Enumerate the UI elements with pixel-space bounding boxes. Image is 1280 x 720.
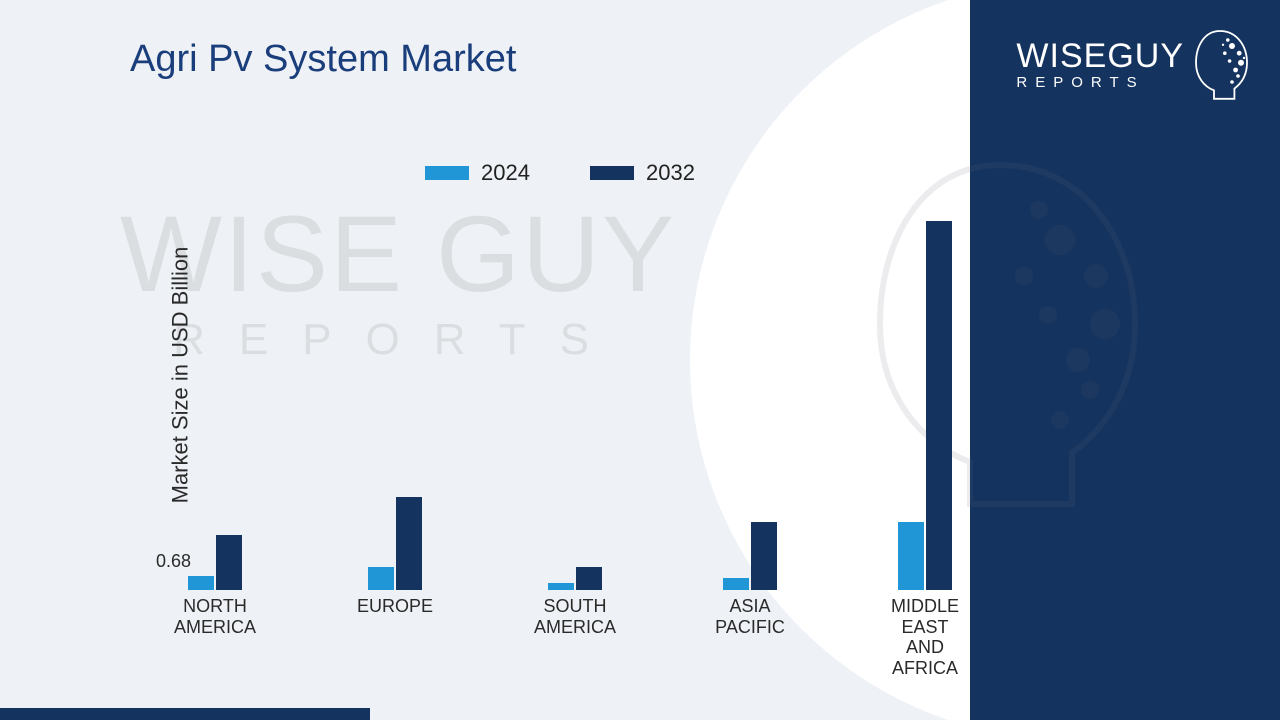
bar-2024	[188, 576, 214, 590]
bar-2024	[548, 583, 574, 590]
legend-item-2032: 2032	[590, 160, 695, 186]
legend-label-2032: 2032	[646, 160, 695, 186]
legend-swatch-2032	[590, 166, 634, 180]
bar-2024	[898, 522, 924, 590]
logo-head-icon	[1190, 28, 1250, 100]
bar-group: SOUTHAMERICA	[510, 210, 640, 590]
bar-pair	[510, 210, 640, 590]
chart-title: Agri Pv System Market	[130, 38, 516, 81]
legend-item-2024: 2024	[425, 160, 530, 186]
x-tick-label: SOUTHAMERICA	[505, 596, 645, 637]
x-tick-label: NORTHAMERICA	[145, 596, 285, 637]
brand-logo: WISEGUY REPORTS	[1016, 28, 1250, 100]
x-tick-label: ASIAPACIFIC	[680, 596, 820, 637]
bar-pair	[150, 210, 280, 590]
bar-group: EUROPE	[330, 210, 460, 590]
bar-2032	[216, 535, 242, 590]
bar-group: ASIAPACIFIC	[685, 210, 815, 590]
plot-area: 0.68NORTHAMERICA EUROPE SOUTHAMERICA ASIAPA…	[140, 210, 1000, 590]
legend-swatch-2024	[425, 166, 469, 180]
report-slide: WISE GUY REPORTS WISEGUY REPORTS Agri Pv…	[0, 0, 1280, 720]
chart-legend: 2024 2032	[100, 160, 1020, 186]
bar-2032	[576, 567, 602, 590]
bar-2032	[926, 221, 952, 590]
bar-chart: Market Size in USD Billion 2024 2032 0.6…	[100, 160, 1020, 590]
bar-group: 0.68NORTHAMERICA	[150, 210, 280, 590]
bar-pair	[685, 210, 815, 590]
bar-pair	[860, 210, 990, 590]
bar-group: MIDDLEEASTANDAFRICA	[860, 210, 990, 590]
bar-2032	[751, 522, 777, 590]
bar-2032	[396, 497, 422, 590]
x-tick-label: EUROPE	[325, 596, 465, 617]
bar-value-label: 0.68	[156, 551, 191, 572]
bar-2024	[723, 578, 749, 590]
bar-pair	[330, 210, 460, 590]
x-tick-label: MIDDLEEASTANDAFRICA	[855, 596, 995, 679]
bar-2024	[368, 567, 394, 590]
logo-line2: REPORTS	[1016, 75, 1184, 90]
decor-footer-bar	[0, 708, 370, 720]
logo-line1: WISEGUY	[1016, 37, 1184, 75]
legend-label-2024: 2024	[481, 160, 530, 186]
